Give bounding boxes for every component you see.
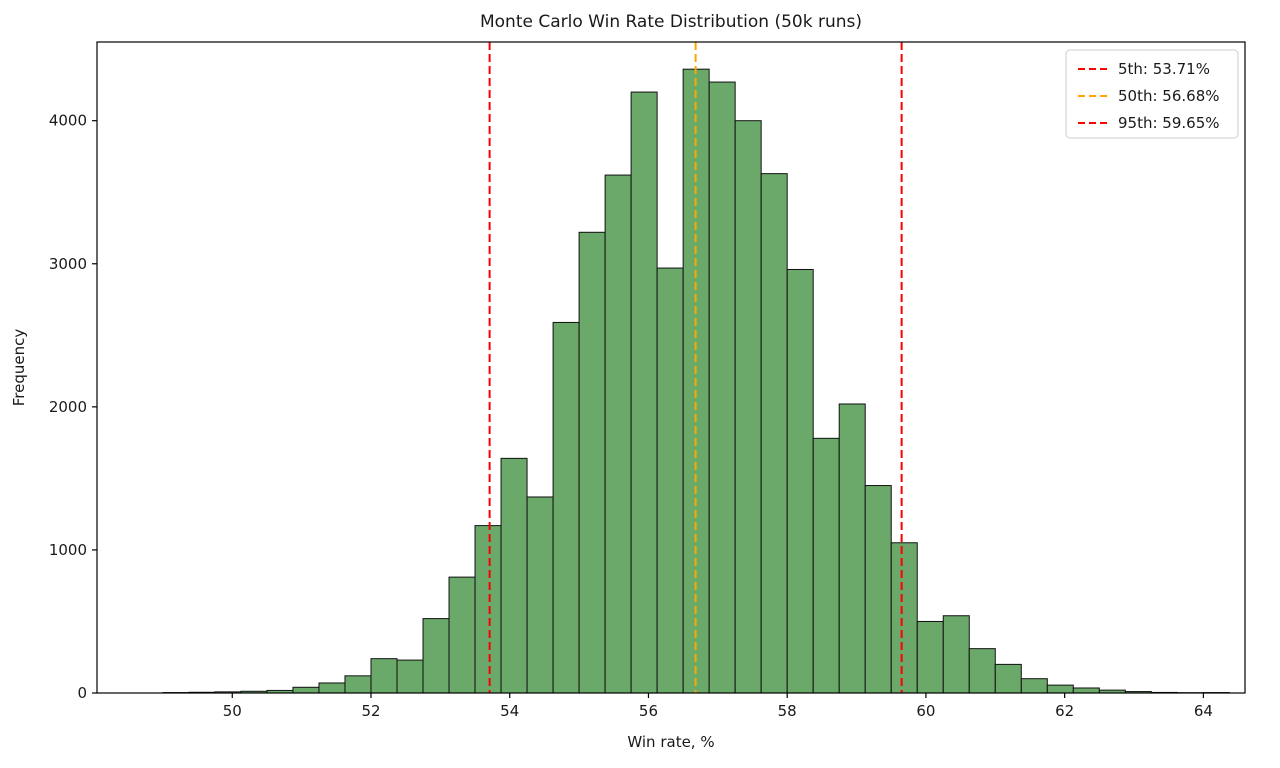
x-tick-label: 52	[361, 702, 380, 720]
x-tick-label: 58	[778, 702, 797, 720]
histogram-bar	[864, 485, 892, 694]
y-axis-label: Frequency	[10, 329, 28, 407]
y-tick-label: 2000	[49, 398, 87, 416]
histogram-bar	[292, 686, 320, 694]
x-tick-label: 56	[639, 702, 658, 720]
histogram-bar	[578, 231, 606, 694]
histogram-bar	[812, 437, 840, 694]
y-tick-label: 0	[77, 684, 87, 702]
chart-title: Monte Carlo Win Rate Distribution (50k r…	[480, 12, 862, 32]
histogram-bar	[604, 174, 632, 694]
histogram-bar	[1020, 678, 1048, 694]
histogram-bar	[500, 457, 528, 694]
histogram-bar	[370, 658, 398, 694]
histogram-bar	[630, 91, 658, 694]
histogram-bar	[1072, 687, 1100, 694]
histogram-bar	[942, 615, 970, 694]
x-tick-label: 62	[1055, 702, 1074, 720]
histogram-bar	[656, 267, 684, 694]
histogram-bar	[552, 321, 580, 694]
y-tick-label: 1000	[49, 541, 87, 559]
histogram-bar	[344, 675, 372, 694]
x-tick-label: 50	[223, 702, 242, 720]
legend-label-2: 95th: 59.65%	[1118, 114, 1220, 132]
histogram-bar	[916, 620, 944, 694]
legend: 5th: 53.71% 50th: 56.68% 95th: 59.65%	[1065, 49, 1239, 139]
legend-label-1: 50th: 56.68%	[1118, 87, 1220, 105]
histogram-bar	[474, 525, 502, 694]
histogram-bars	[162, 68, 1230, 694]
histogram-bar	[708, 81, 736, 694]
histogram-bar	[994, 663, 1022, 694]
axes-box	[96, 41, 1246, 694]
y-tick-label: 3000	[49, 255, 87, 273]
histogram-bar	[526, 496, 554, 694]
histogram-bar	[448, 576, 476, 694]
histogram-bar	[968, 648, 996, 694]
x-tick-label: 60	[916, 702, 935, 720]
histogram-bar	[1046, 684, 1074, 694]
x-tick-label: 64	[1194, 702, 1213, 720]
histogram-bar	[318, 682, 346, 694]
histogram-bar	[838, 403, 866, 694]
histogram-bar	[760, 173, 788, 694]
y-tick-label: 4000	[49, 112, 87, 130]
legend-label-0: 5th: 53.71%	[1118, 60, 1210, 78]
x-tick-label: 54	[500, 702, 519, 720]
histogram-bar	[734, 120, 762, 694]
histogram-bar	[890, 542, 918, 694]
histogram-bar	[396, 659, 424, 694]
legend-box	[1065, 49, 1239, 139]
histogram-bar	[786, 268, 814, 694]
x-axis-label: Win rate, %	[627, 733, 714, 751]
histogram-bar	[422, 618, 450, 694]
